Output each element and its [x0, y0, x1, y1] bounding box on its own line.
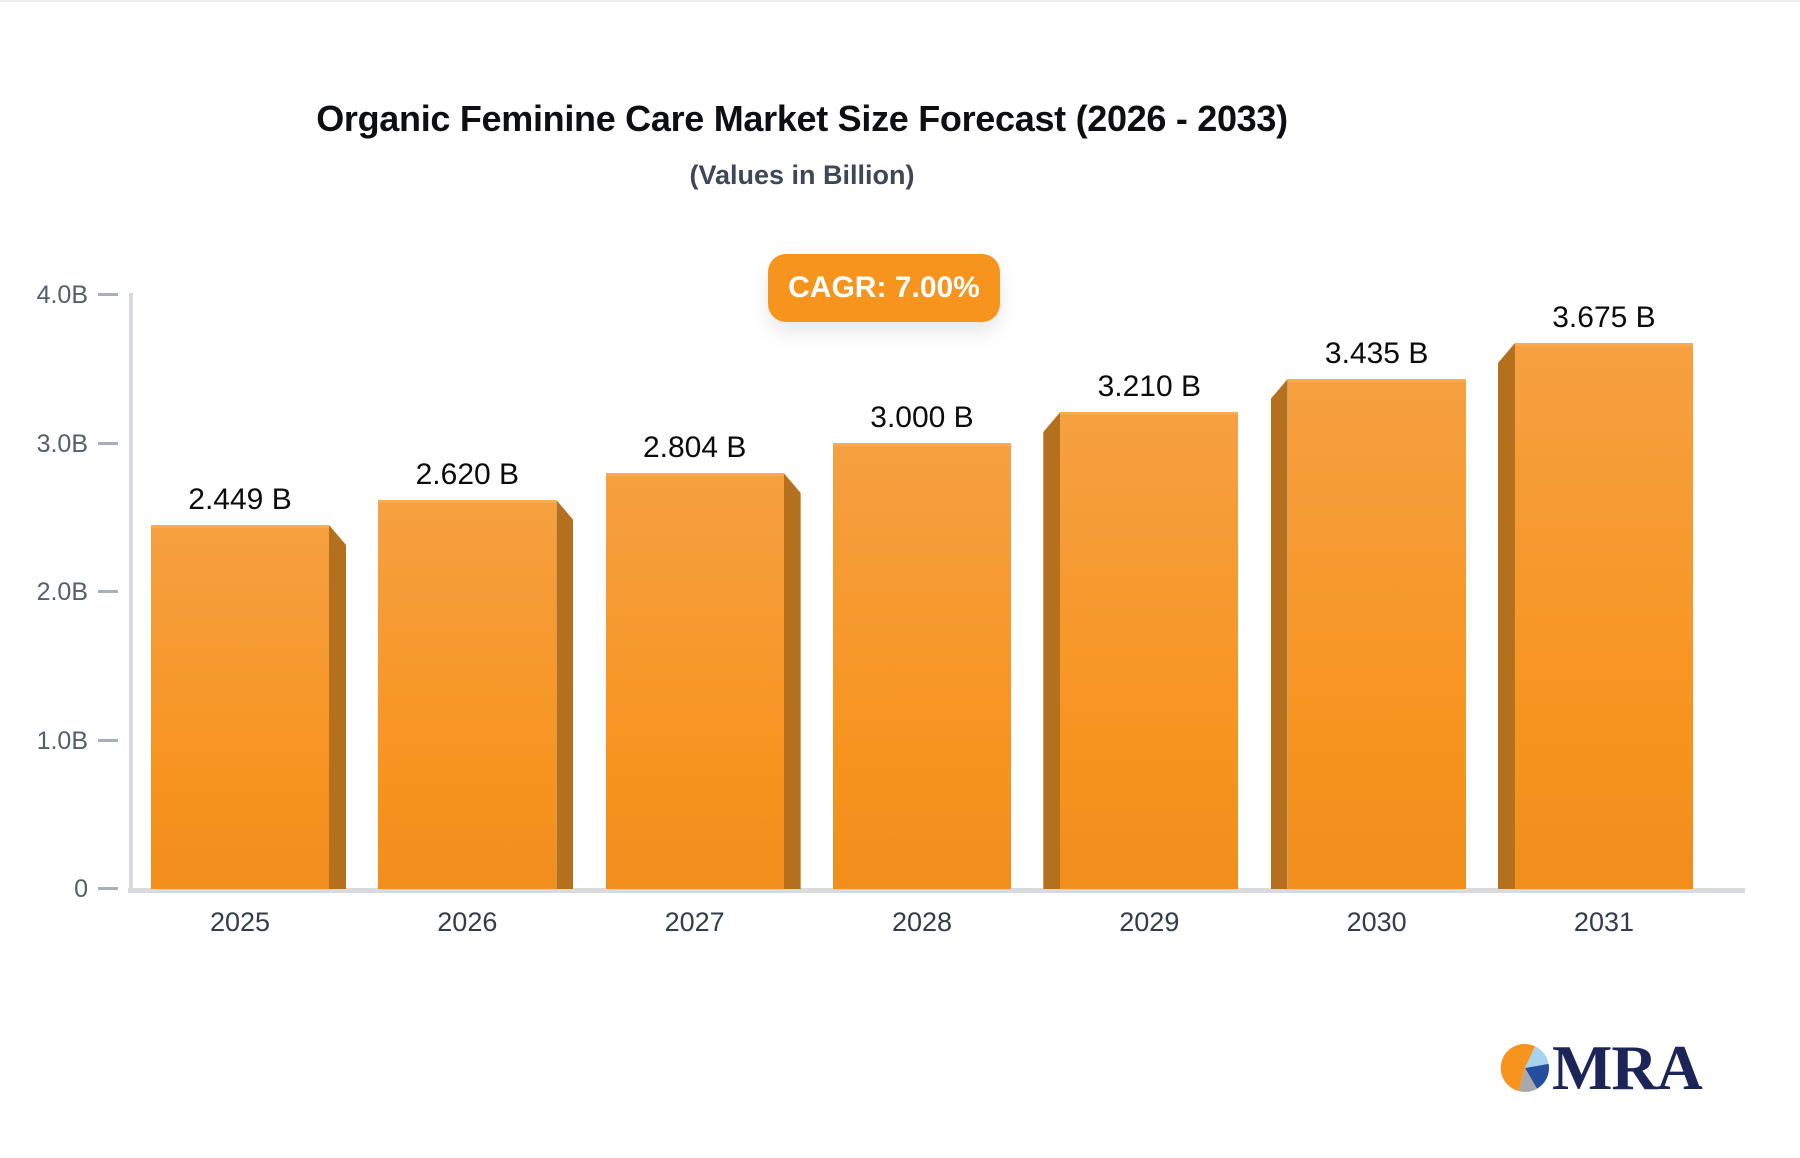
cagr-badge: CAGR: 7.00% [768, 254, 1000, 322]
bar-2026 [378, 500, 557, 889]
pie-chart-logo-icon [1500, 1043, 1550, 1092]
y-tick-dash [98, 738, 118, 742]
x-tick-label: 2030 [1346, 907, 1407, 937]
x-tick-label: 2027 [664, 907, 725, 937]
y-tick-label: 0 [74, 875, 88, 903]
y-tick-label: 1.0B [36, 726, 88, 755]
chart-title: Organic Feminine Care Market Size Foreca… [316, 98, 1288, 139]
x-tick-label: 2028 [891, 907, 953, 937]
bar-value-label: 2.804 B [642, 431, 747, 464]
y-tick-label: 2.0B [36, 578, 88, 606]
chart-subtitle: (Values in Billion) [689, 160, 915, 190]
bar-2029-side-face [1043, 412, 1061, 889]
bar-value-label: 3.675 B [1552, 301, 1656, 334]
x-axis-line [128, 888, 1745, 893]
bar-2031-side-face [1497, 343, 1515, 889]
y-tick-dash [98, 590, 118, 593]
x-tick-label: 2031 [1573, 907, 1634, 937]
mra-logo: MRA [1500, 1032, 1703, 1103]
bar-2027 [605, 473, 784, 889]
x-tick-label: 2025 [209, 907, 271, 937]
bar-value-label: 2.620 B [415, 458, 520, 491]
bar-2029 [1060, 412, 1239, 889]
bar-2026-side-face [556, 500, 574, 889]
bar-2027-side-face [783, 473, 801, 889]
bar-2030-side-face [1270, 379, 1288, 889]
bar-value-label: 3.000 B [870, 401, 974, 434]
logo-text: MRA [1552, 1032, 1703, 1103]
y-tick-label: 3.0B [36, 429, 88, 458]
bar-2028 [832, 443, 1011, 889]
y-axis-line [129, 293, 133, 889]
y-tick-dash [98, 441, 118, 445]
bar-value-label: 3.210 B [1097, 370, 1202, 403]
y-tick-label: 4.0B [36, 281, 88, 309]
bar-value-label: 3.435 B [1324, 337, 1429, 370]
bar-2025 [151, 525, 329, 889]
y-tick-dash [98, 293, 118, 296]
bar-value-label: 2.449 B [188, 483, 292, 516]
x-tick-label: 2029 [1119, 907, 1180, 937]
bar-2031 [1514, 343, 1693, 889]
bar-2030 [1287, 379, 1466, 889]
y-tick-dash [98, 887, 118, 890]
x-tick-label: 2026 [437, 907, 498, 937]
bar-2025-side-face [329, 525, 346, 889]
